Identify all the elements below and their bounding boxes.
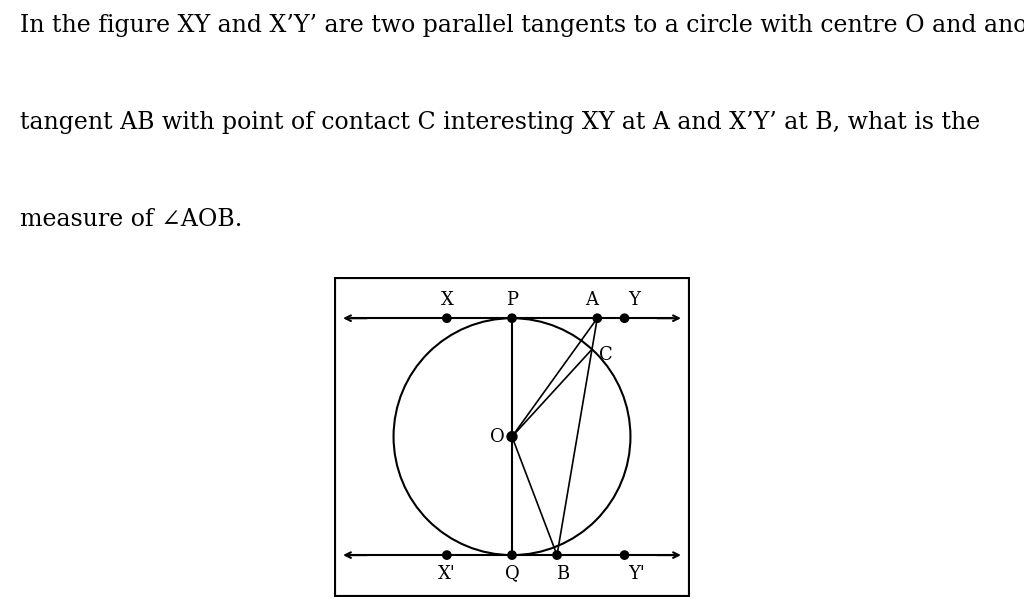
Text: Y: Y	[628, 291, 640, 309]
Circle shape	[507, 432, 517, 442]
Text: Q: Q	[505, 565, 519, 582]
Circle shape	[442, 314, 451, 322]
Text: Y': Y'	[628, 565, 645, 582]
Text: X': X'	[438, 565, 456, 582]
Text: tangent AB with point of contact C interesting XY at A and X’Y’ at B, what is th: tangent AB with point of contact C inter…	[20, 111, 981, 133]
Circle shape	[593, 314, 601, 322]
Circle shape	[508, 314, 516, 322]
Circle shape	[621, 314, 629, 322]
Text: C: C	[599, 346, 613, 364]
Text: In the figure XY and X’Y’ are two parallel tangents to a circle with centre O an: In the figure XY and X’Y’ are two parall…	[20, 14, 1024, 37]
Text: B: B	[556, 565, 569, 582]
Text: O: O	[490, 427, 505, 446]
Circle shape	[508, 551, 516, 559]
Text: P: P	[506, 291, 518, 309]
Text: measure of ∠AOB.: measure of ∠AOB.	[20, 208, 243, 231]
Text: X: X	[440, 291, 454, 309]
Text: A: A	[585, 291, 598, 309]
Circle shape	[442, 551, 451, 559]
Circle shape	[553, 551, 561, 559]
Circle shape	[621, 551, 629, 559]
